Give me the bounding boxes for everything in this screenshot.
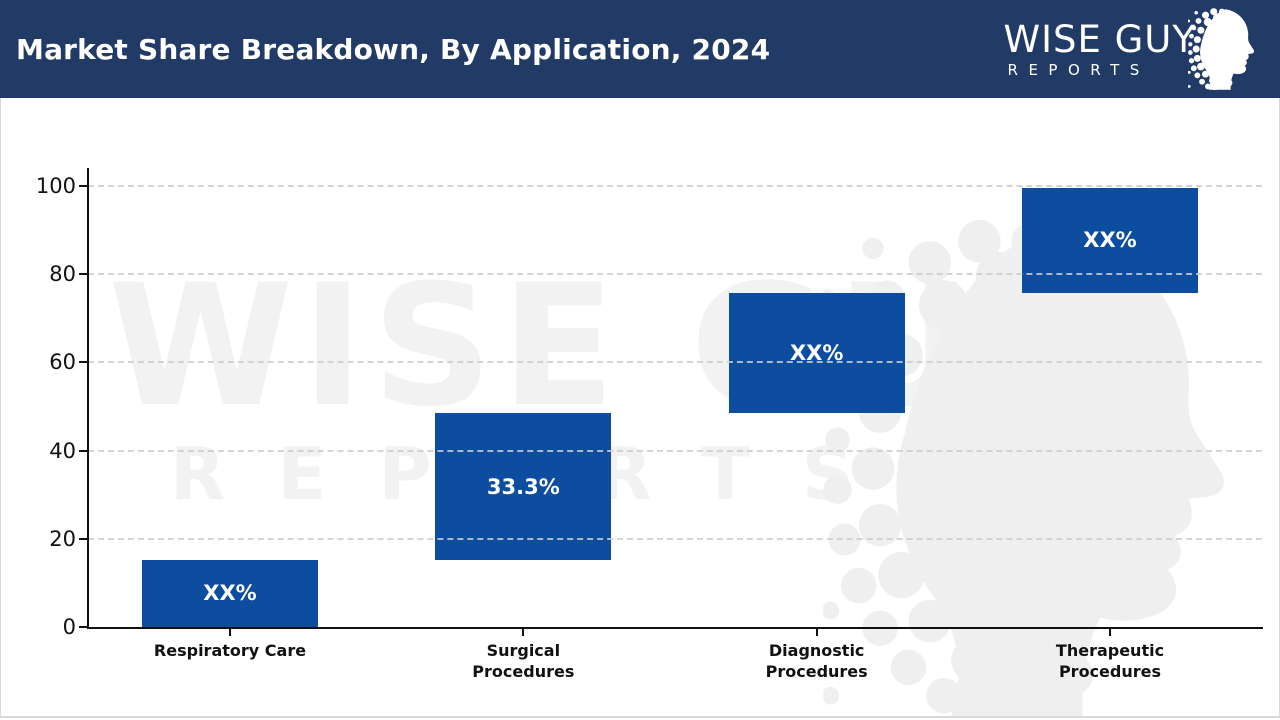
gridline: [88, 273, 1262, 276]
y-axis-tick: [79, 626, 88, 628]
y-axis-tick: [79, 185, 88, 187]
bar-segment: [728, 292, 905, 414]
y-axis-tick: [79, 449, 88, 452]
category-label-line: Diagnostic: [768, 641, 865, 660]
category-label-line: Respiratory Care: [153, 641, 307, 660]
y-axis-tick-label: 100: [35, 174, 76, 198]
bar-value-label: XX%: [789, 340, 844, 365]
page-title: Market Share Breakdown, By Application, …: [16, 32, 771, 66]
gridline: [88, 361, 1262, 364]
y-axis-tick: [79, 273, 88, 276]
brand-logo: WISE GUY REPORTS: [1004, 6, 1264, 92]
gridline: [88, 537, 1262, 540]
bar-value-label: 33.3%: [486, 474, 560, 499]
category-label: Surgical Procedures: [403, 640, 643, 682]
x-axis-line: [87, 627, 1263, 629]
bar-segment: [1021, 188, 1198, 293]
brand-subname: REPORTS: [1007, 60, 1150, 79]
brand-head-icon: [1188, 6, 1264, 92]
category-label-line: Procedures: [472, 662, 575, 681]
brand-text: WISE GUY REPORTS: [1004, 21, 1196, 78]
bar-segment: [435, 413, 612, 560]
header-bar: Market Share Breakdown, By Application, …: [0, 0, 1280, 98]
x-axis-tick: [815, 629, 818, 636]
category-label: Therapeutic Procedures: [990, 640, 1230, 682]
category-label-line: Procedures: [1058, 662, 1162, 681]
y-axis-tick-label: 80: [49, 262, 76, 287]
bar-segment: [142, 559, 318, 627]
y-axis-tick-label: 40: [49, 438, 76, 463]
category-label: Diagnostic Procedures: [697, 640, 937, 682]
x-axis-tick: [1108, 629, 1111, 636]
category-label-line: Therapeutic: [1055, 641, 1165, 660]
y-axis-tick: [79, 361, 88, 364]
y-axis-tick-label: 0: [62, 615, 76, 639]
category-label: Respiratory Care: [110, 640, 350, 661]
gridline: [88, 449, 1262, 452]
category-label-line: Surgical: [486, 641, 561, 660]
y-axis-tick-label: 60: [49, 350, 76, 375]
x-axis-tick: [229, 629, 231, 636]
y-axis-tick-label: 20: [49, 526, 76, 551]
x-axis-tick: [522, 629, 525, 636]
bar-value-label: XX%: [1083, 228, 1137, 253]
brand-name: WISE GUY: [1003, 17, 1196, 61]
y-axis-line: [87, 168, 89, 629]
bar-value-label: XX%: [203, 581, 257, 606]
y-axis-tick: [79, 537, 88, 540]
category-label-line: Procedures: [765, 662, 868, 681]
gridline: [88, 185, 1262, 187]
